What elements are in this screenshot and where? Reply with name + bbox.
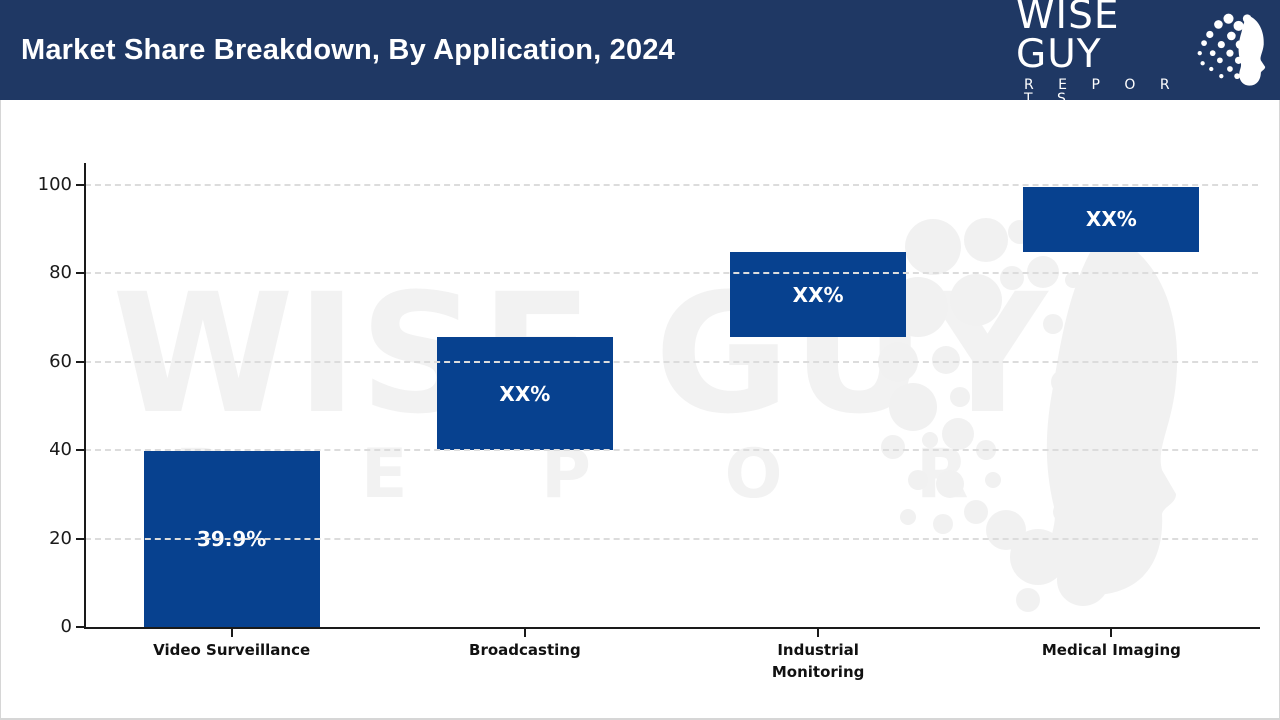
y-tick-label-100: 100 — [37, 174, 72, 195]
header-bar: Market Share Breakdown, By Application, … — [0, 0, 1280, 106]
watermark-face-dots — [878, 218, 1178, 612]
y-tick-20 — [76, 537, 85, 540]
y-tick-60 — [76, 360, 85, 363]
y-axis-line — [84, 163, 86, 629]
logo-wiseguy-label: WISE GUY — [1016, 0, 1120, 77]
bottom-edge-line — [0, 718, 1280, 720]
gridline-20 — [85, 537, 1258, 540]
left-edge-line — [0, 100, 1, 720]
bar-value-label: XX% — [1085, 207, 1137, 232]
y-tick-0 — [76, 626, 85, 628]
y-tick-label-0: 0 — [60, 616, 72, 637]
bar-broadcasting: XX% — [436, 337, 613, 451]
gridline-80 — [85, 272, 1258, 275]
logo-text: WISE GUY R E P O R T S — [1016, 0, 1208, 106]
x-category-label-1: Broadcasting — [469, 641, 581, 659]
page-title: Market Share Breakdown, By Application, … — [21, 33, 675, 66]
y-tick-100 — [76, 184, 85, 186]
logo-reports-label: R E P O R T S — [1024, 77, 1180, 107]
y-tick-label-40: 40 — [49, 439, 72, 461]
gridline-100 — [85, 184, 1258, 186]
x-tick-1 — [523, 629, 526, 637]
y-tick-80 — [76, 272, 85, 275]
x-category-label-2: Industrial Monitoring — [771, 641, 865, 681]
wiseguy-logo: WISE GUY R E P O R T S — [1016, 0, 1266, 106]
wiseguy-face-icon — [1197, 13, 1266, 86]
x-axis-line — [84, 627, 1260, 629]
x-tick-0 — [230, 629, 233, 637]
bar-value-label: XX% — [499, 381, 551, 406]
bar-value-label: XX% — [792, 282, 844, 307]
x-tick-3 — [1110, 629, 1113, 637]
gridline-60 — [85, 360, 1258, 363]
bar-industrial-monitoring: XX% — [730, 252, 907, 338]
bar-medical-imaging: XX% — [1023, 186, 1200, 253]
y-tick-label-80: 80 — [49, 262, 72, 284]
x-category-label-3: Medical Imaging — [1041, 641, 1181, 659]
y-tick-label-20: 20 — [49, 527, 72, 549]
x-category-label-0: Video Surveillance — [153, 641, 311, 659]
gridline-40 — [85, 449, 1258, 452]
y-tick-40 — [76, 449, 85, 452]
y-tick-label-60: 60 — [49, 350, 72, 372]
x-tick-2 — [817, 629, 820, 637]
